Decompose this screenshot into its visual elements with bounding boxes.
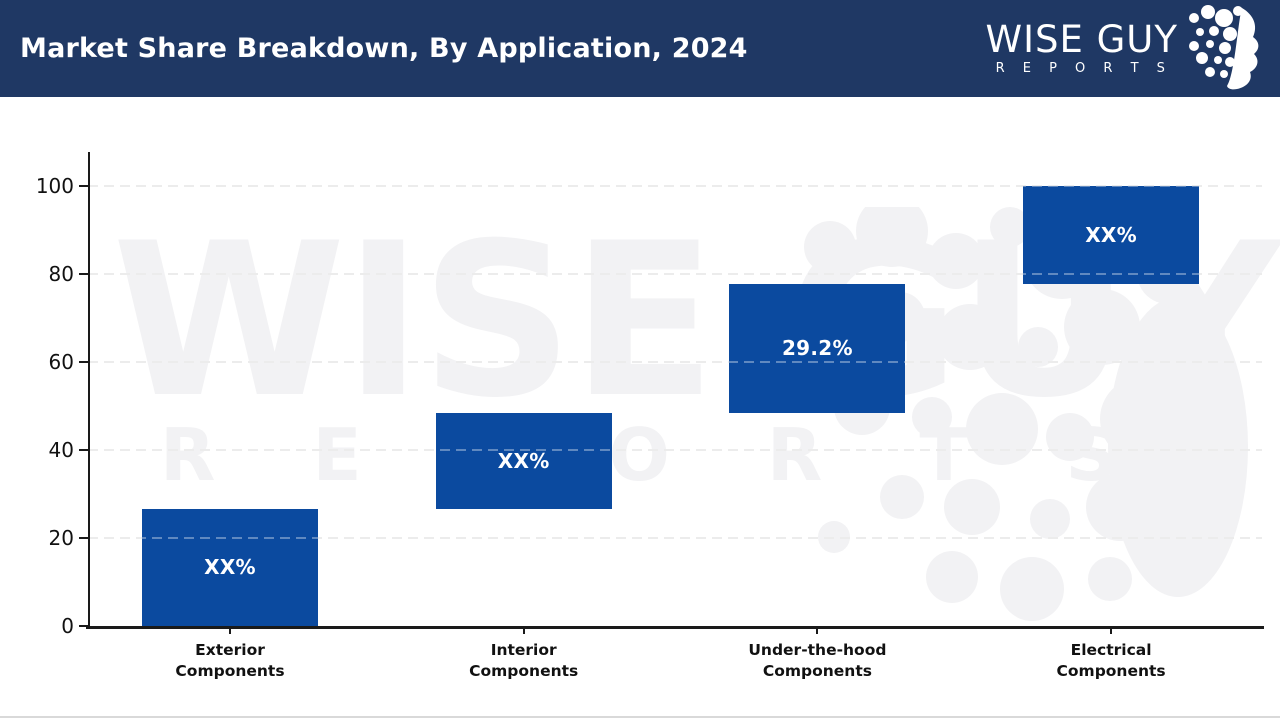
category-label-line: Components (469, 662, 579, 680)
brand-name: WISE GUY (985, 18, 1178, 61)
y-axis-line (88, 152, 90, 628)
x-axis-line (86, 626, 1264, 629)
x-axis-tick (522, 627, 525, 634)
bar-value-label: XX% (497, 448, 550, 473)
plot-area: 0 20 40 60 80 100 XX% Exterior Components XX% Inte… (0, 97, 1280, 720)
category-label-line: Electrical (1070, 641, 1152, 659)
x-axis-tick (816, 627, 819, 634)
y-axis-tick (79, 625, 88, 627)
gridline-overlay (88, 273, 1262, 275)
bar-value-label: XX% (204, 555, 256, 580)
y-axis-tick (79, 449, 88, 451)
gridline-overlay (88, 537, 1262, 539)
brand-logo-text: WISE GUY R E P O R T S (986, 21, 1178, 76)
category-label: Exterior Components (90, 640, 370, 682)
y-axis-tick (79, 361, 88, 363)
gridline-overlay (88, 361, 1262, 363)
chart-bar: 29.2% (729, 284, 906, 413)
bar-value-label: 29.2% (781, 336, 853, 361)
gridline-overlay (88, 185, 1262, 187)
brand-subtitle: R E P O R T S (995, 61, 1172, 76)
category-label: Under-the-hood Components (677, 640, 957, 682)
page-title: Market Share Breakdown, By Application, … (20, 33, 748, 64)
chart-bar: XX% (1023, 186, 1200, 285)
header-bar: Market Share Breakdown, By Application, … (0, 0, 1280, 97)
y-axis-tick (79, 537, 88, 539)
dotted-face-icon (1180, 4, 1266, 94)
gridline (88, 361, 1262, 363)
y-axis-tick (79, 273, 88, 275)
gridline (88, 185, 1262, 187)
y-axis-tick-label: 100 (35, 174, 74, 198)
y-axis-tick-label: 20 (48, 526, 74, 550)
x-axis-tick (229, 627, 231, 634)
gridline (88, 273, 1262, 275)
category-label-line: Components (1056, 662, 1166, 680)
chart-canvas: WISE GUY R E P O R T S (0, 97, 1280, 720)
category-label-line: Exterior (195, 641, 265, 659)
y-axis-tick-label: 0 (61, 614, 74, 638)
gridline (88, 449, 1262, 451)
category-label-line: Components (762, 662, 872, 680)
bottom-divider (0, 716, 1280, 718)
gridline-overlay (88, 449, 1262, 451)
category-label-line: Under-the-hood (748, 641, 887, 659)
category-label: Electrical Components (971, 640, 1251, 682)
y-axis-tick-label: 60 (48, 350, 74, 374)
bar-value-label: XX% (1085, 223, 1137, 248)
brand-logo: WISE GUY R E P O R T S (986, 4, 1280, 94)
y-axis-tick-label: 40 (48, 438, 74, 462)
category-label: Interior Components (384, 640, 664, 682)
y-axis-tick (79, 185, 88, 187)
category-label-line: Interior (490, 641, 557, 659)
x-axis-tick (1110, 627, 1113, 634)
chart-bar: XX% (142, 508, 318, 626)
y-axis-tick-label: 80 (48, 262, 74, 286)
gridline (88, 537, 1262, 539)
chart-bar: XX% (435, 412, 612, 509)
category-label-line: Components (175, 662, 285, 680)
